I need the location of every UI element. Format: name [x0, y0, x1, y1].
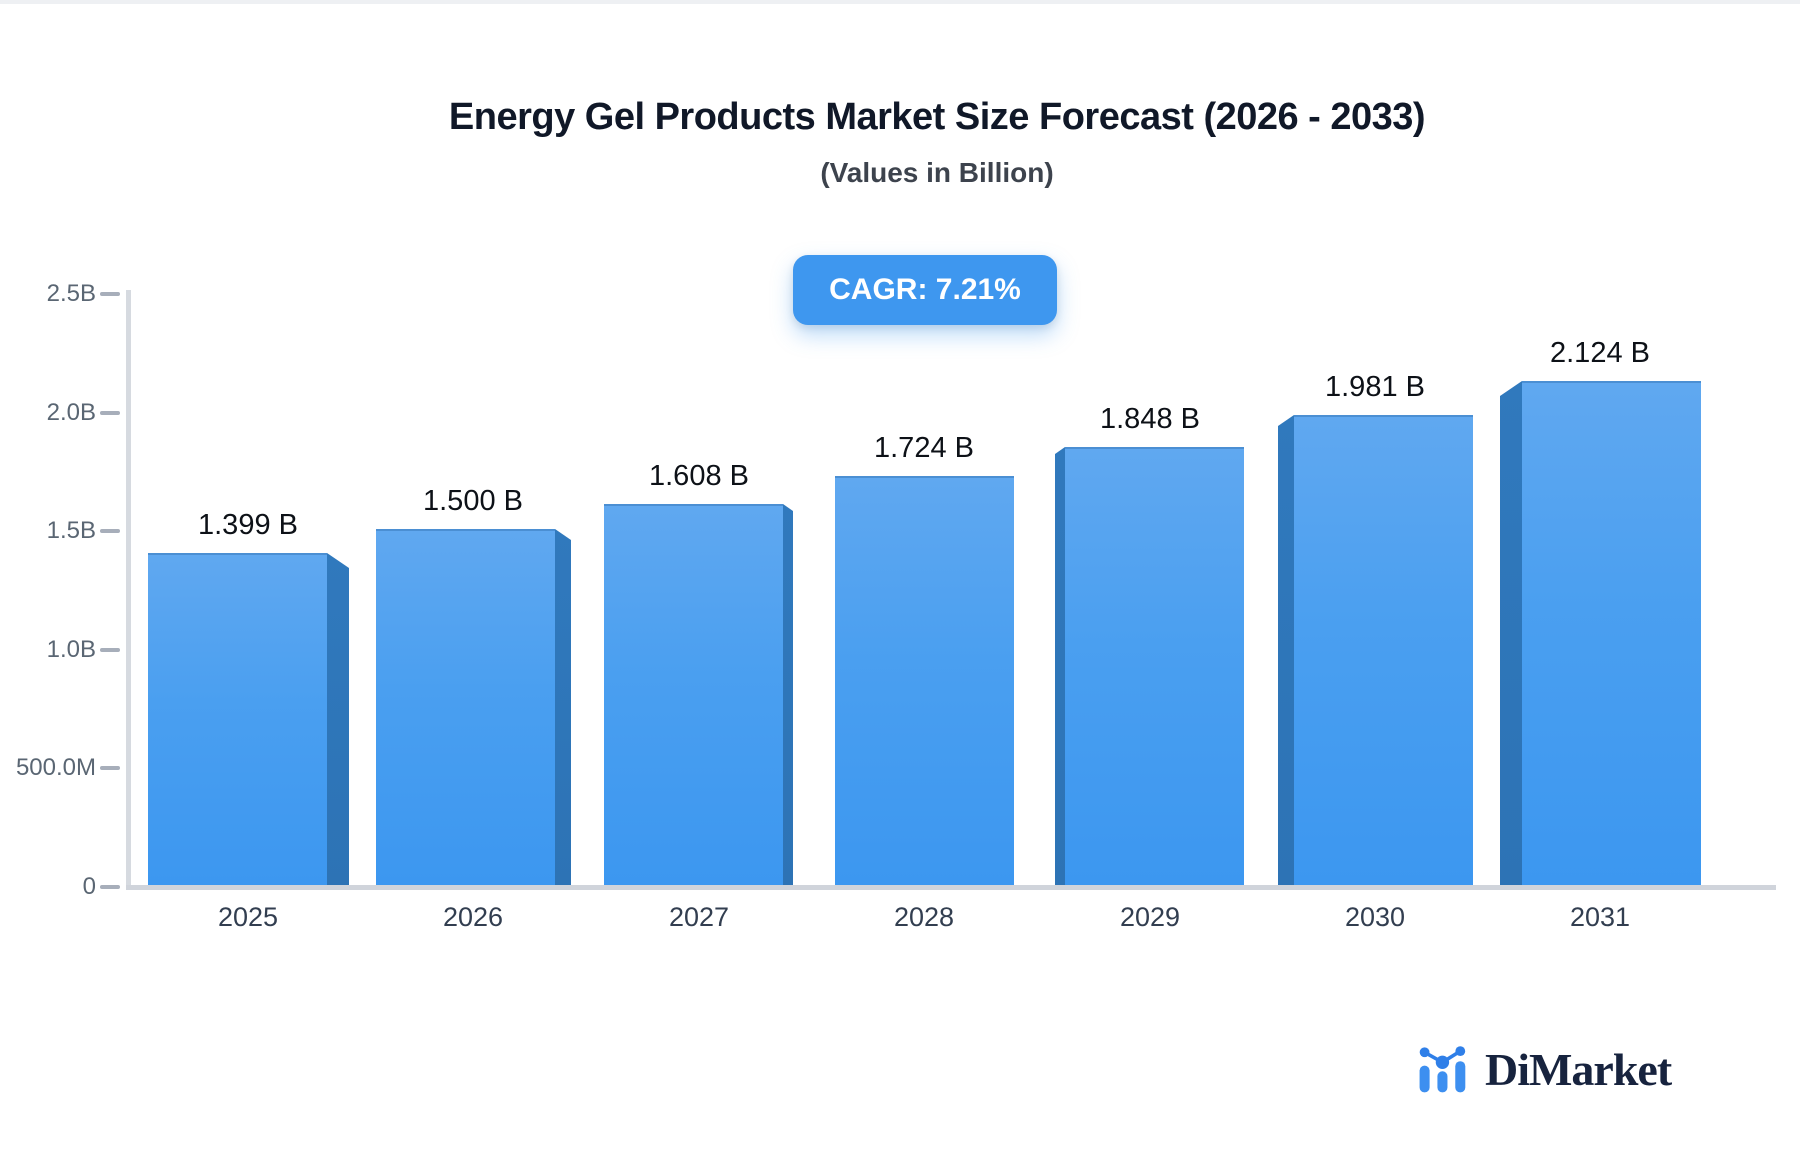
bar-2027	[604, 504, 793, 885]
chart-title: Energy Gel Products Market Size Forecast…	[448, 96, 1426, 138]
y-tick-label: 2.5B	[46, 280, 96, 307]
bar-front-face	[148, 553, 327, 885]
chart-header: Energy Gel Products Market Size Forecast…	[37, 96, 1800, 189]
y-tick-dash	[100, 410, 120, 415]
bar-2031	[1500, 381, 1701, 885]
bar-value-label-2026: 1.500 B	[423, 485, 523, 517]
cagr-badge: CAGR: 7.21%	[793, 255, 1057, 325]
y-tick-dash	[100, 766, 120, 771]
bar-side-face	[1500, 381, 1522, 885]
y-tick-dash	[100, 647, 120, 652]
y-axis-line	[126, 290, 131, 890]
bar-value-label-2028: 1.724 B	[874, 432, 974, 464]
bar-front-face	[1294, 415, 1473, 885]
y-tick-label: 1.5B	[46, 517, 96, 545]
x-tick-label-2029: 2029	[1119, 902, 1181, 932]
bar-side-face	[327, 553, 349, 885]
x-tick-label-2025: 2025	[217, 902, 279, 932]
top-border	[0, 0, 1800, 4]
y-tick-dash	[100, 885, 120, 889]
x-axis-line	[126, 885, 1776, 890]
y-tick-label: 2.0B	[46, 398, 96, 426]
bar-chart-trend-icon	[1419, 1046, 1466, 1093]
bar-front-face	[1522, 381, 1701, 885]
bar-2025	[148, 553, 349, 885]
bar-2029	[1055, 447, 1244, 885]
bar-value-label-2029: 1.848 B	[1100, 403, 1200, 435]
x-tick-label-2027: 2027	[668, 902, 730, 932]
brand-logo: DiMarket	[1414, 1040, 1672, 1098]
brand-name: DiMarket	[1485, 1043, 1672, 1095]
bar-front-face	[1065, 447, 1244, 885]
bar-value-label-2027: 1.608 B	[649, 460, 749, 492]
x-tick-label-2028: 2028	[893, 902, 955, 932]
bar-front-face	[835, 476, 1014, 885]
bar-side-face	[1055, 447, 1065, 885]
bar-front-face	[376, 529, 555, 885]
bar-2026	[376, 529, 571, 885]
x-tick-label-2031: 2031	[1569, 902, 1631, 932]
y-tick-label: 500.0M	[15, 754, 96, 782]
y-tick-label: 1.0B	[46, 635, 96, 663]
bar-side-face	[1278, 415, 1294, 885]
bar-side-face	[555, 529, 571, 885]
x-tick-label-2030: 2030	[1344, 902, 1406, 932]
bar-2028	[835, 476, 1014, 885]
chart-subtitle: (Values in Billion)	[820, 157, 1054, 188]
bar-value-label-2025: 1.399 B	[198, 509, 298, 541]
bar-value-label-2031: 2.124 B	[1550, 337, 1650, 369]
y-tick-label: 0	[82, 873, 96, 900]
bar-front-face	[604, 504, 783, 885]
bar-value-label-2030: 1.981 B	[1325, 371, 1425, 403]
bar-side-face	[783, 504, 793, 885]
x-tick-label-2026: 2026	[442, 902, 504, 932]
bar-2030	[1278, 415, 1473, 885]
y-tick-dash	[100, 529, 120, 534]
y-tick-dash	[100, 292, 120, 296]
